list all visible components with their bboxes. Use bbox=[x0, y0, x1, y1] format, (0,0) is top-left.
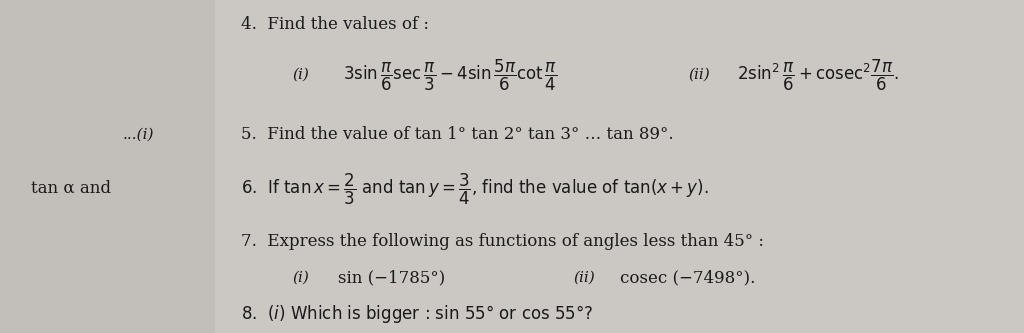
Text: (ii): (ii) bbox=[688, 68, 710, 82]
Text: (ii): (ii) bbox=[573, 271, 595, 285]
Text: 4.  Find the values of :: 4. Find the values of : bbox=[241, 16, 429, 34]
Text: 6.  If $\tan x = \dfrac{2}{3}$ and $\tan y = \dfrac{3}{4}$, find the value of $\: 6. If $\tan x = \dfrac{2}{3}$ and $\tan … bbox=[241, 172, 709, 207]
Text: (i): (i) bbox=[292, 68, 308, 82]
Text: (i): (i) bbox=[292, 271, 308, 285]
Text: ...(i): ...(i) bbox=[123, 128, 155, 142]
Text: tan α and: tan α and bbox=[31, 179, 111, 197]
Text: $3\sin\dfrac{\pi}{6}\sec\dfrac{\pi}{3}-4\sin\dfrac{5\pi}{6}\cot\dfrac{\pi}{4}$: $3\sin\dfrac{\pi}{6}\sec\dfrac{\pi}{3}-4… bbox=[343, 57, 557, 93]
Text: $2\sin^2\dfrac{\pi}{6}+\mathrm{cosec}^2\dfrac{7\pi}{6}.$: $2\sin^2\dfrac{\pi}{6}+\mathrm{cosec}^2\… bbox=[737, 57, 899, 93]
Text: cosec (−7498°).: cosec (−7498°). bbox=[620, 269, 755, 287]
Text: sin (−1785°): sin (−1785°) bbox=[338, 269, 445, 287]
Text: 5.  Find the value of tan 1° tan 2° tan 3° … tan 89°.: 5. Find the value of tan 1° tan 2° tan 3… bbox=[241, 126, 673, 144]
Text: 8.  $(i)$ Which is bigger : sin 55° or cos 55°?: 8. $(i)$ Which is bigger : sin 55° or co… bbox=[241, 303, 593, 325]
Bar bbox=[0, 0, 215, 333]
Text: 7.  Express the following as functions of angles less than 45° :: 7. Express the following as functions of… bbox=[241, 233, 764, 250]
